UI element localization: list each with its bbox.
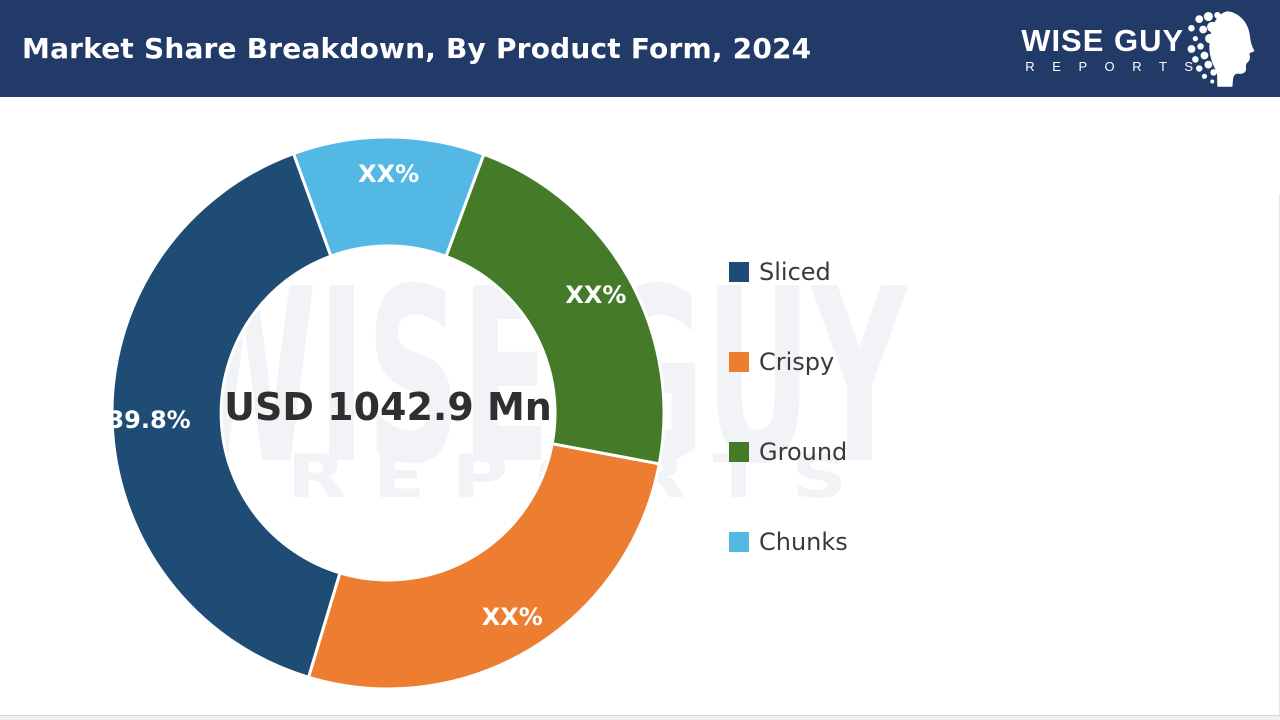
- legend-swatch-ground: [729, 442, 749, 462]
- header: Market Share Breakdown, By Product Form,…: [0, 0, 1280, 97]
- legend-item-sliced: Sliced: [729, 258, 848, 286]
- donut-slice-chunks: [291, 135, 486, 259]
- legend-item-ground: Ground: [729, 438, 848, 466]
- legend-swatch-sliced: [729, 262, 749, 282]
- donut-chart: WISE GUY R E P O R T S 39.8%XX%XX%XX%USD…: [107, 135, 909, 691]
- slice-label-crispy: XX%: [482, 603, 543, 631]
- legend-swatch-chunks: [729, 532, 749, 552]
- legend-label: Sliced: [759, 258, 831, 286]
- slice-label-ground: XX%: [565, 281, 626, 309]
- donut-slice-ground: [444, 152, 666, 466]
- page-title: Market Share Breakdown, By Product Form,…: [22, 32, 812, 65]
- slice-label-sliced: 39.8%: [107, 406, 190, 434]
- brand-reports-text: R E P O R T S: [1025, 58, 1200, 74]
- legend-label: Ground: [759, 438, 848, 466]
- brand-logo: WISE GUY R E P O R T S: [1021, 10, 1258, 88]
- legend-item-crispy: Crispy: [729, 348, 848, 376]
- legend-item-chunks: Chunks: [729, 528, 848, 556]
- donut-center-value: USD 1042.9 Mn: [224, 385, 552, 429]
- footer-strip: [0, 715, 1280, 720]
- legend-label: Chunks: [759, 528, 848, 556]
- donut-slice-crispy: [306, 441, 662, 691]
- brand-wordmark: WISE GUY R E P O R T S: [1021, 25, 1200, 73]
- legend-label: Crispy: [759, 348, 835, 376]
- legend: Sliced Crispy Ground Chunks: [729, 258, 848, 618]
- brand-head-icon: [1186, 10, 1258, 88]
- chart-area: WISE GUY R E P O R T S 39.8%XX%XX%XX%USD…: [0, 97, 1280, 720]
- brand-name-text: WISE GUY: [1021, 22, 1185, 58]
- slice-label-chunks: XX%: [358, 160, 419, 188]
- donut-slice-sliced: [110, 151, 342, 680]
- legend-swatch-crispy: [729, 352, 749, 372]
